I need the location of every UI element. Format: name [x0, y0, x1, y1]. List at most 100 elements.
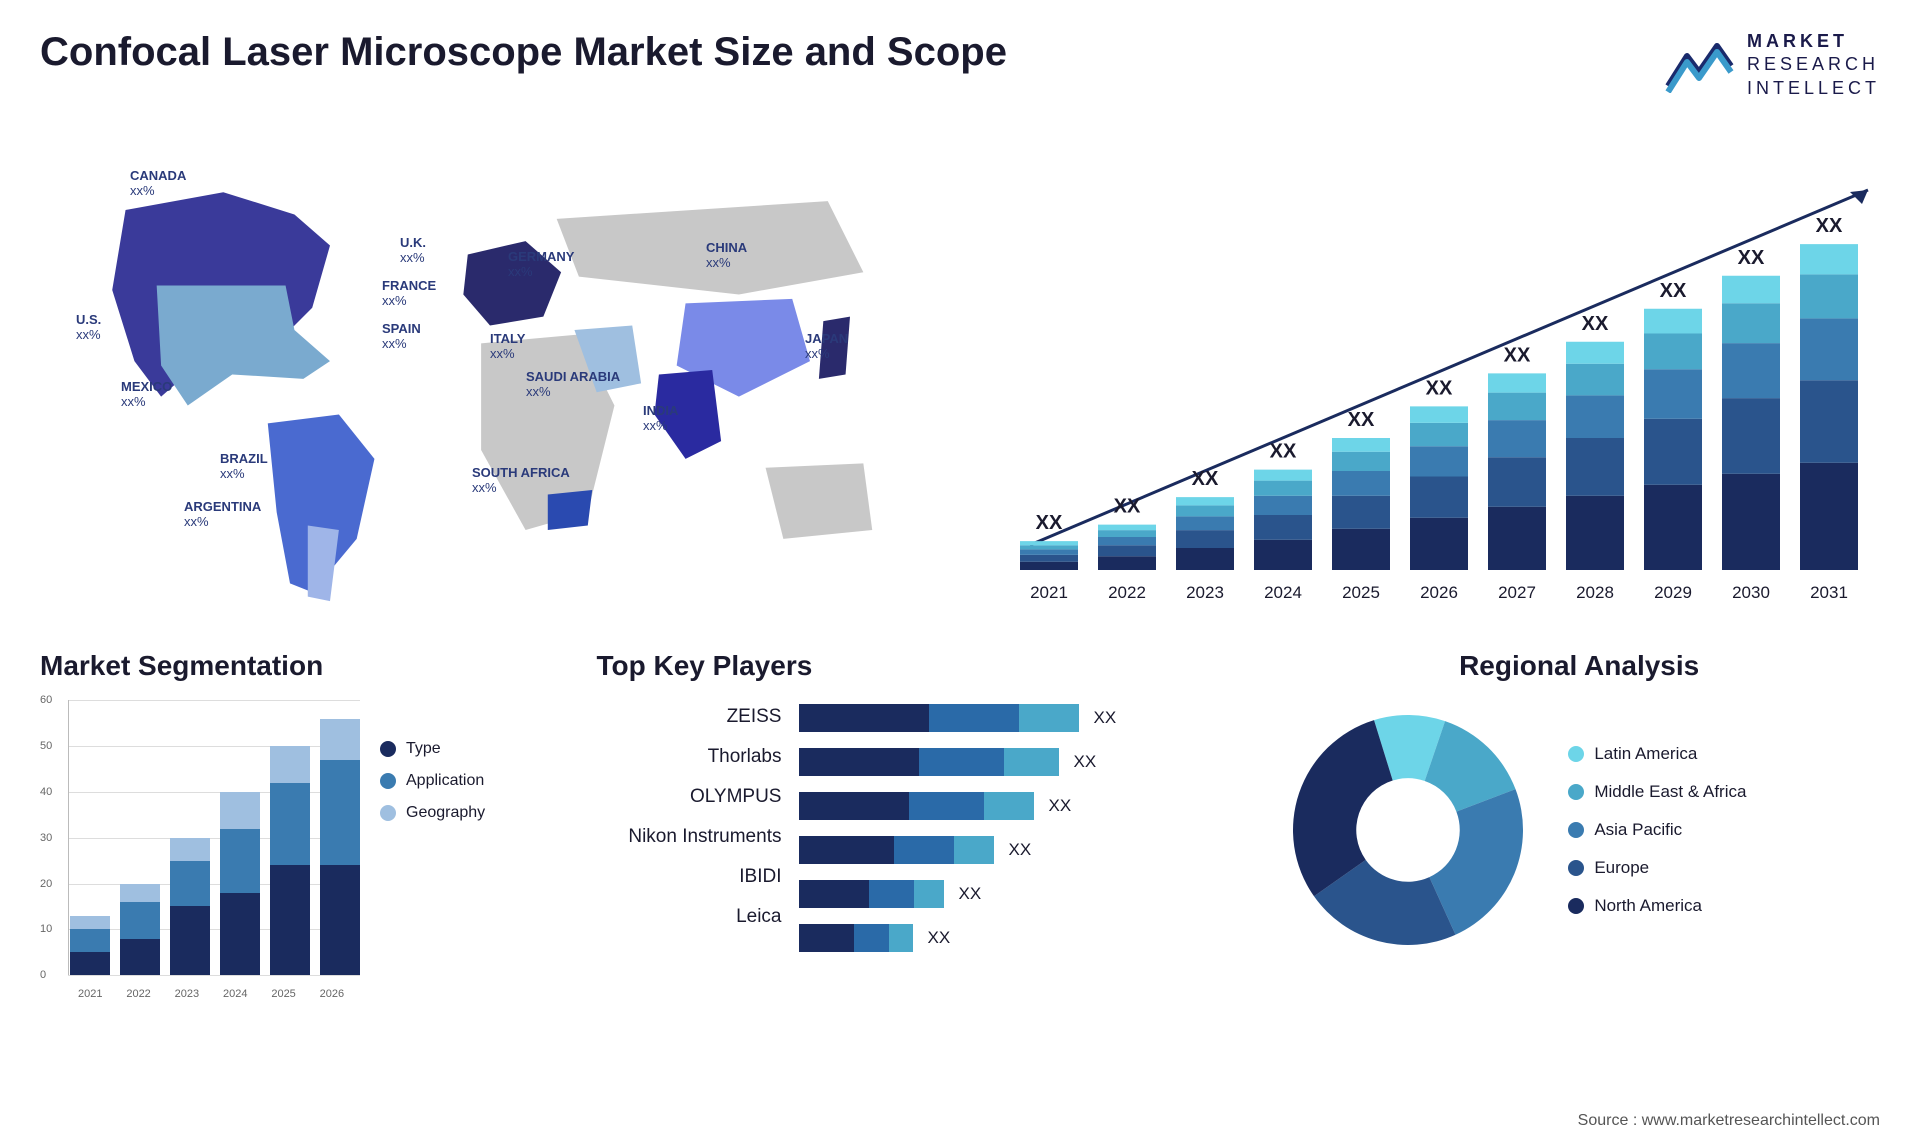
growth-bar-seg — [1644, 369, 1702, 419]
seg-bar — [270, 746, 310, 975]
growth-bar-seg — [1254, 470, 1312, 481]
growth-bar-seg — [1722, 343, 1780, 398]
growth-bar-seg — [1566, 396, 1624, 439]
seg-xlabel: 2023 — [175, 988, 199, 1000]
seg-ylabel: 40 — [40, 786, 52, 798]
growth-bar-seg — [1722, 398, 1780, 474]
growth-bar-seg — [1566, 364, 1624, 396]
seg-legend-item: Geography — [380, 804, 485, 822]
logo-line3: INTELLECT — [1747, 77, 1880, 100]
growth-xlabel: 2021 — [1030, 583, 1068, 602]
growth-bar-seg — [1254, 496, 1312, 515]
map-region-australia — [766, 464, 873, 540]
map-label-us: U.S.xx% — [76, 313, 101, 343]
map-label-southafrica: SOUTH AFRICAxx% — [472, 466, 570, 496]
growth-bar-label: XX — [1504, 345, 1531, 367]
seg-xlabel: 2021 — [78, 988, 102, 1000]
seg-ylabel: 0 — [40, 969, 46, 981]
growth-bar-seg — [1332, 496, 1390, 529]
growth-xlabel: 2027 — [1498, 583, 1536, 602]
growth-bar-seg — [1176, 517, 1234, 531]
growth-bar-seg — [1254, 481, 1312, 496]
growth-bar-seg — [1332, 438, 1390, 452]
growth-bar-label: XX — [1660, 280, 1687, 302]
growth-bar-seg — [1098, 556, 1156, 570]
growth-bar-seg — [1644, 485, 1702, 570]
donut-slice — [1293, 720, 1393, 896]
regional-legend: Latin AmericaMiddle East & AfricaAsia Pa… — [1568, 744, 1746, 916]
legend-dot-icon — [1568, 746, 1584, 762]
map-region-south-africa — [548, 490, 592, 530]
logo-text: MARKET RESEARCH INTELLECT — [1747, 30, 1880, 100]
growth-bar-label: XX — [1582, 313, 1609, 335]
seg-ylabel: 50 — [40, 740, 52, 752]
legend-label: North America — [1594, 896, 1702, 916]
growth-xlabel: 2028 — [1576, 583, 1614, 602]
segmentation-title: Market Segmentation — [40, 650, 566, 682]
growth-bar-seg — [1410, 423, 1468, 446]
kp-row: XX — [799, 836, 1248, 864]
growth-bar-seg — [1098, 525, 1156, 531]
growth-bar-seg — [1098, 545, 1156, 556]
regional-legend-item: Middle East & Africa — [1568, 782, 1746, 802]
growth-bar-label: XX — [1816, 215, 1843, 237]
growth-bar-label: XX — [1348, 409, 1375, 431]
logo-mark-icon — [1665, 38, 1735, 93]
growth-bar-seg — [1566, 342, 1624, 364]
seg-xlabel: 2026 — [320, 988, 344, 1000]
growth-bar-seg — [1800, 244, 1858, 274]
seg-ylabel: 60 — [40, 694, 52, 706]
legend-label: Asia Pacific — [1594, 820, 1682, 840]
seg-bar — [220, 792, 260, 975]
kp-label: ZEISS — [596, 706, 781, 728]
regional-panel: Regional Analysis Latin AmericaMiddle Ea… — [1278, 650, 1880, 1030]
growth-bar-seg — [1566, 496, 1624, 570]
segmentation-chart: 0102030405060202120222023202420252026 — [40, 700, 360, 1000]
growth-xlabel: 2025 — [1342, 583, 1380, 602]
map-label-italy: ITALYxx% — [490, 332, 525, 362]
map-label-uk: U.K.xx% — [400, 236, 426, 266]
growth-bar-label: XX — [1270, 441, 1297, 463]
growth-bar-seg — [1176, 548, 1234, 570]
header: Confocal Laser Microscope Market Size an… — [40, 30, 1880, 100]
kp-label: Thorlabs — [596, 746, 781, 768]
kp-value: XX — [927, 928, 950, 948]
legend-label: Europe — [1594, 858, 1649, 878]
growth-xlabel: 2022 — [1108, 583, 1146, 602]
kp-label: OLYMPUS — [596, 786, 781, 808]
legend-label: Geography — [406, 804, 485, 822]
kp-row: XX — [799, 792, 1248, 820]
legend-dot-icon — [1568, 898, 1584, 914]
growth-bar-seg — [1410, 477, 1468, 518]
map-label-india: INDIAxx% — [643, 404, 678, 434]
seg-legend-item: Type — [380, 740, 485, 758]
growth-bar-seg — [1020, 541, 1078, 545]
growth-bar-seg — [1254, 515, 1312, 540]
legend-label: Middle East & Africa — [1594, 782, 1746, 802]
seg-xlabel: 2025 — [271, 988, 295, 1000]
growth-bar-seg — [1176, 497, 1234, 505]
growth-bar-seg — [1800, 275, 1858, 319]
regional-title: Regional Analysis — [1278, 650, 1880, 682]
kp-value: XX — [958, 884, 981, 904]
key-players-bars: XXXXXXXXXXXX — [799, 700, 1248, 952]
growth-bar-label: XX — [1114, 496, 1141, 518]
growth-bar-seg — [1722, 276, 1780, 304]
page-title: Confocal Laser Microscope Market Size an… — [40, 30, 1007, 75]
regional-legend-item: Europe — [1568, 858, 1746, 878]
kp-label: Leica — [596, 906, 781, 928]
growth-bar-seg — [1566, 438, 1624, 496]
seg-bar — [320, 719, 360, 976]
regional-donut — [1278, 700, 1538, 960]
seg-ylabel: 20 — [40, 878, 52, 890]
world-map-svg — [40, 130, 940, 610]
growth-xlabel: 2029 — [1654, 583, 1692, 602]
kp-row: XX — [799, 880, 1248, 908]
kp-value: XX — [1093, 708, 1116, 728]
growth-bar-seg — [1098, 537, 1156, 545]
seg-bar — [120, 884, 160, 976]
segmentation-panel: Market Segmentation 01020304050602021202… — [40, 650, 566, 1030]
map-label-argentina: ARGENTINAxx% — [184, 500, 261, 530]
growth-xlabel: 2023 — [1186, 583, 1224, 602]
regional-legend-item: North America — [1568, 896, 1746, 916]
